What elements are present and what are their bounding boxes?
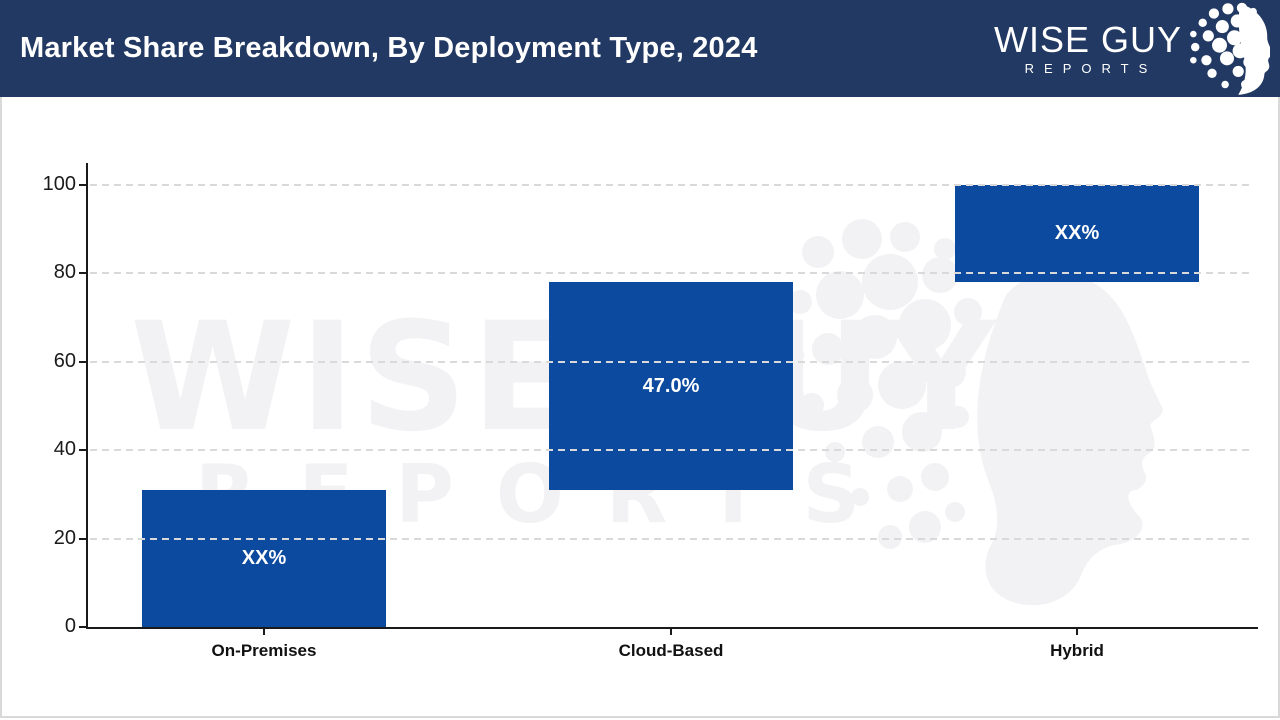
bar-cloud-based: 47.0% <box>549 282 793 490</box>
x-category-label: Hybrid <box>1050 641 1104 660</box>
y-tick-mark <box>79 626 86 628</box>
x-tick-mark <box>670 629 672 635</box>
x-category-label: On-Premises <box>211 641 317 660</box>
y-tick-label: 20 <box>53 527 76 549</box>
y-tick-mark <box>79 184 86 186</box>
gridline <box>90 449 1252 451</box>
gridline <box>90 361 1252 363</box>
plot-area: 0 20 40 60 80 100 XX% 47.0% XX% On-Premises Cloud-… <box>0 97 1280 720</box>
chart-title: Market Share Breakdown, By Deployment Ty… <box>20 32 758 64</box>
y-axis-line <box>86 163 88 629</box>
x-axis-line <box>86 627 1258 629</box>
bar-value-label: 47.0% <box>642 374 700 397</box>
bar-on-premises: XX% <box>142 490 386 627</box>
y-tick-label: 40 <box>53 438 76 460</box>
logo-line2: REPORTS <box>1024 61 1158 76</box>
logo-wordmark: WISE GUY REPORTS <box>993 19 1182 76</box>
chart-canvas: WISE GUY REPORTS 0 20 40 60 80 100 XX% 47.0% XX%… <box>0 97 1280 720</box>
gridline <box>90 538 1252 540</box>
x-tick-mark <box>263 629 265 635</box>
gridline <box>90 272 1252 274</box>
y-tick-label: 0 <box>64 615 76 637</box>
wiseguy-logo: WISE GUY REPORTS <box>994 2 1270 96</box>
y-tick-mark <box>79 272 86 274</box>
y-tick-mark <box>79 538 86 540</box>
header-bar: Market Share Breakdown, By Deployment Ty… <box>0 0 1280 97</box>
y-tick-label: 100 <box>42 173 76 195</box>
logo-line1: WISE GUY <box>993 19 1182 60</box>
y-tick-mark <box>79 361 86 363</box>
gridline <box>90 184 1252 186</box>
bar-value-label: XX% <box>1054 222 1100 244</box>
y-tick-label: 60 <box>53 350 76 372</box>
y-tick-label: 80 <box>53 261 76 283</box>
y-tick-mark <box>79 449 86 451</box>
logo-face-icon <box>1190 2 1270 95</box>
bar-hybrid: XX% <box>955 185 1199 282</box>
bar-value-label: XX% <box>241 547 287 569</box>
x-tick-mark <box>1076 629 1078 635</box>
x-category-label: Cloud-Based <box>618 641 724 660</box>
